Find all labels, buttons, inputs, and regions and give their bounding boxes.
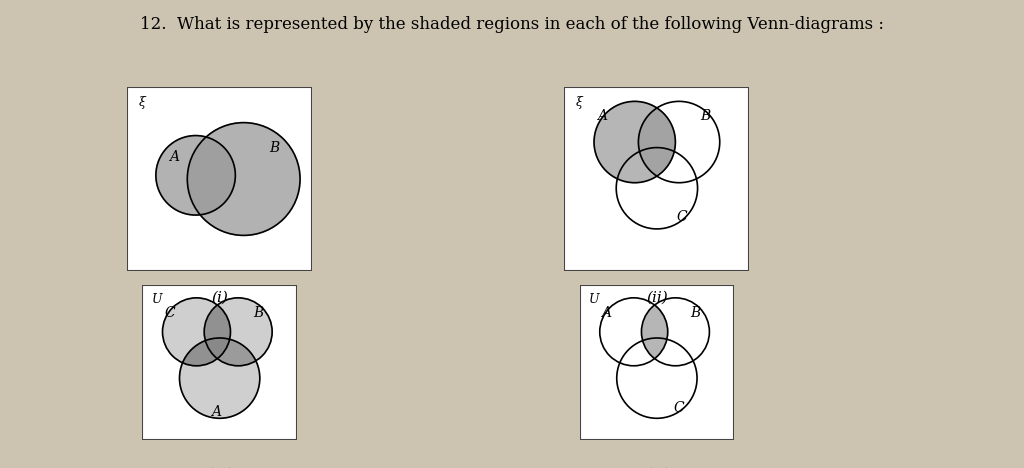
Circle shape — [163, 298, 230, 366]
Circle shape — [187, 123, 300, 235]
Circle shape — [204, 298, 272, 366]
Text: (ii): (ii) — [646, 290, 668, 304]
Text: C: C — [164, 306, 175, 320]
Circle shape — [600, 298, 668, 366]
Circle shape — [638, 102, 720, 183]
Text: C: C — [674, 401, 684, 415]
Text: B: B — [269, 141, 280, 155]
Text: A: A — [597, 109, 607, 123]
Circle shape — [163, 298, 230, 366]
Circle shape — [616, 338, 697, 418]
Circle shape — [179, 338, 260, 418]
Circle shape — [616, 147, 697, 229]
Text: B: B — [700, 109, 711, 123]
Text: B: B — [254, 306, 264, 320]
Text: (i): (i) — [211, 290, 228, 304]
Circle shape — [204, 298, 272, 366]
Circle shape — [204, 298, 272, 366]
Circle shape — [163, 298, 230, 366]
Circle shape — [179, 338, 260, 418]
Text: U: U — [589, 293, 599, 306]
Circle shape — [163, 298, 230, 366]
Circle shape — [600, 298, 668, 366]
Text: B: B — [691, 306, 701, 320]
Text: 12.  What is represented by the shaded regions in each of the following Venn-dia: 12. What is represented by the shaded re… — [140, 16, 884, 33]
Circle shape — [638, 102, 720, 183]
Circle shape — [156, 136, 236, 215]
Text: U: U — [152, 293, 162, 306]
Text: A: A — [601, 306, 611, 320]
Circle shape — [179, 338, 260, 418]
Circle shape — [594, 102, 676, 183]
Circle shape — [163, 298, 230, 366]
Text: C: C — [676, 210, 687, 224]
Circle shape — [594, 102, 676, 183]
Text: ξ: ξ — [138, 96, 145, 109]
Circle shape — [156, 136, 236, 215]
Circle shape — [641, 298, 710, 366]
Text: A: A — [211, 405, 220, 419]
Text: ξ: ξ — [575, 96, 583, 109]
Text: A: A — [169, 150, 179, 164]
